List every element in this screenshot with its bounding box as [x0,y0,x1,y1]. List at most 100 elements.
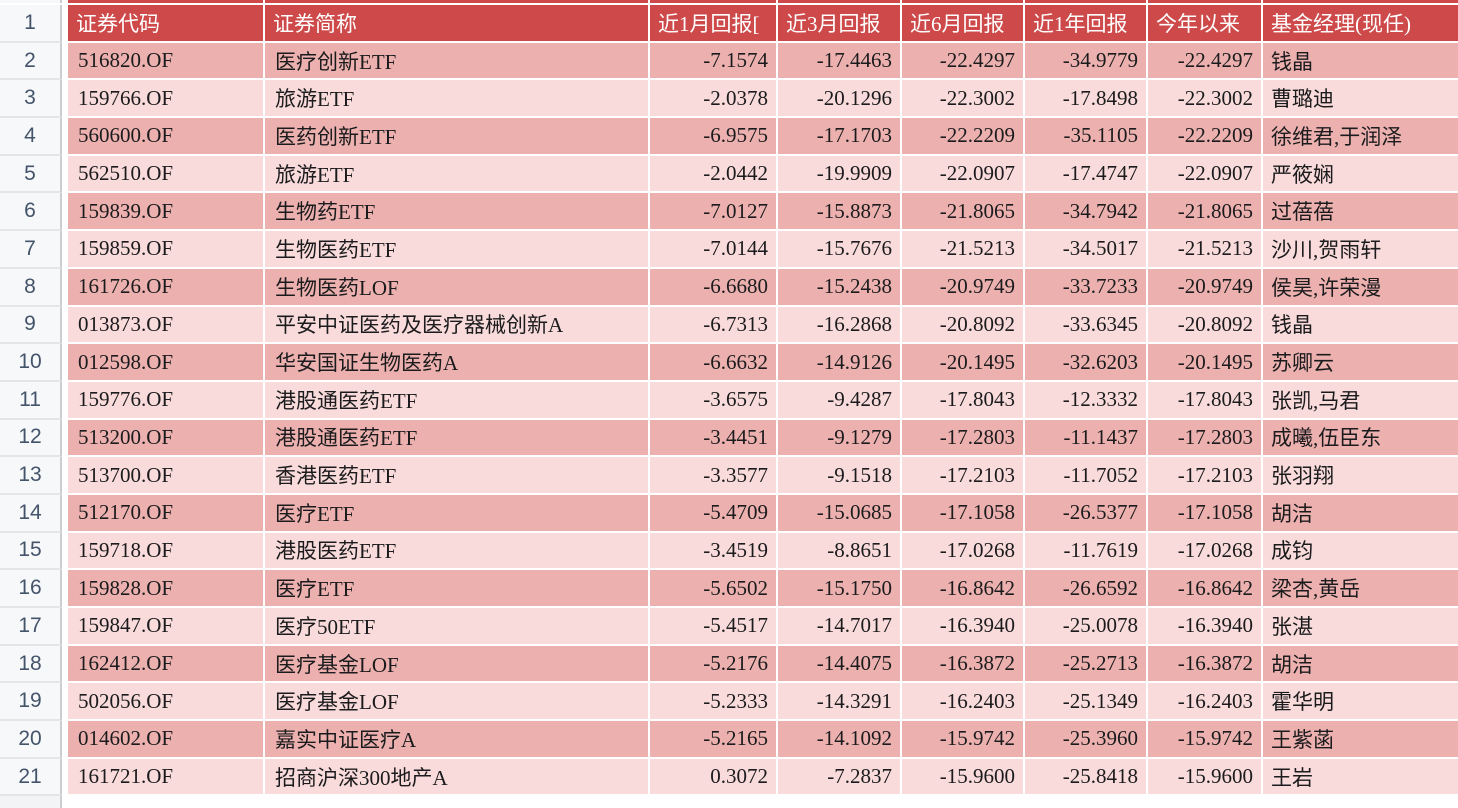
cell-return-3m[interactable]: -15.0685 [778,494,902,533]
header-cell-6m[interactable]: 近6月回报 [902,5,1025,43]
cell-name[interactable]: 生物医药ETF [265,231,650,269]
row-number[interactable]: 5 [0,155,62,194]
header-cell-name[interactable]: 证券简称 [265,5,650,43]
cell-return-6m[interactable]: -16.8642 [902,570,1025,608]
cell-return-ytd[interactable]: -17.1058 [1148,494,1263,533]
cell-return-3m[interactable]: -9.4287 [778,381,902,420]
cell-return-ytd[interactable]: -15.9742 [1148,721,1263,759]
cell-return-1m[interactable]: -3.4519 [650,532,778,571]
cell-code[interactable]: 161721.OF [68,758,265,797]
cell-return-ytd[interactable]: -17.0268 [1148,532,1263,571]
cell-return-6m[interactable]: -17.2103 [902,457,1025,495]
cell-return-1m[interactable]: -7.1574 [650,42,778,81]
cell-code[interactable]: 162412.OF [68,645,265,684]
cell-return-ytd[interactable]: -15.9600 [1148,758,1263,797]
cell-return-1y[interactable]: -11.1437 [1025,419,1148,458]
cell-return-6m[interactable]: -21.8065 [902,193,1025,232]
cell-return-3m[interactable]: -15.8873 [778,193,902,232]
cell-return-3m[interactable]: -14.3291 [778,683,902,722]
cell-return-6m[interactable]: -20.1495 [902,344,1025,382]
cell-code[interactable]: 014602.OF [68,721,265,759]
cell-return-1y[interactable]: -26.6592 [1025,570,1148,608]
cell-return-3m[interactable]: -9.1518 [778,457,902,495]
cell-return-3m[interactable]: -15.7676 [778,231,902,269]
cell-return-ytd[interactable]: -22.3002 [1148,80,1263,119]
cell-return-ytd[interactable]: -16.3940 [1148,608,1263,646]
cell-return-1m[interactable]: -5.6502 [650,570,778,608]
header-cell-code[interactable]: 证券代码 [68,5,265,43]
row-number[interactable]: 7 [0,231,62,269]
cell-return-1y[interactable]: -17.8498 [1025,80,1148,119]
cell-return-3m[interactable]: -14.7017 [778,608,902,646]
cell-manager[interactable]: 梁杏,黄岳 [1263,570,1458,608]
cell-return-1y[interactable]: -11.7052 [1025,457,1148,495]
cell-return-6m[interactable]: -17.8043 [902,381,1025,420]
cell-return-3m[interactable]: -9.1279 [778,419,902,458]
cell-return-1m[interactable]: -3.4451 [650,419,778,458]
cell-return-ytd[interactable]: -21.8065 [1148,193,1263,232]
cell-return-6m[interactable]: -15.9600 [902,758,1025,797]
cell-return-3m[interactable]: -16.2868 [778,306,902,345]
cell-manager[interactable]: 徐维君,于润泽 [1263,118,1458,156]
cell-return-1y[interactable]: -34.5017 [1025,231,1148,269]
cell-manager[interactable]: 钱晶 [1263,42,1458,81]
cell-return-6m[interactable]: -20.8092 [902,306,1025,345]
cell-return-ytd[interactable]: -22.0907 [1148,155,1263,194]
cell-return-1m[interactable]: -5.2165 [650,721,778,759]
cell-return-6m[interactable]: -17.0268 [902,532,1025,571]
cell-name[interactable]: 旅游ETF [265,155,650,194]
cell-manager[interactable]: 成钧 [1263,532,1458,571]
cell-return-3m[interactable]: -17.1703 [778,118,902,156]
cell-return-1y[interactable]: -32.6203 [1025,344,1148,382]
cell-name[interactable]: 平安中证医药及医疗器械创新A [265,306,650,345]
cell-return-1y[interactable]: -34.7942 [1025,193,1148,232]
cell-return-1y[interactable]: -25.0078 [1025,608,1148,646]
cell-return-6m[interactable]: -15.9742 [902,721,1025,759]
cell-return-1y[interactable]: -17.4747 [1025,155,1148,194]
cell-name[interactable]: 生物药ETF [265,193,650,232]
cell-code[interactable]: 159718.OF [68,532,265,571]
cell-manager[interactable]: 霍华明 [1263,683,1458,722]
cell-name[interactable]: 招商沪深300地产A [265,758,650,797]
row-number[interactable]: 8 [0,268,62,307]
cell-return-3m[interactable]: -20.1296 [778,80,902,119]
cell-return-1y[interactable]: -33.6345 [1025,306,1148,345]
cell-code[interactable]: 013873.OF [68,306,265,345]
cell-manager[interactable]: 张湛 [1263,608,1458,646]
cell-return-1y[interactable]: -25.2713 [1025,645,1148,684]
cell-name[interactable]: 医疗基金LOF [265,683,650,722]
cell-code[interactable]: 159766.OF [68,80,265,119]
cell-code[interactable]: 159776.OF [68,381,265,420]
cell-code[interactable]: 161726.OF [68,268,265,307]
cell-return-1m[interactable]: -5.4709 [650,494,778,533]
cell-manager[interactable]: 胡洁 [1263,494,1458,533]
cell-return-6m[interactable]: -22.2209 [902,118,1025,156]
cell-manager[interactable]: 苏卿云 [1263,344,1458,382]
cell-return-1m[interactable]: -5.4517 [650,608,778,646]
cell-return-1y[interactable]: -25.3960 [1025,721,1148,759]
row-number[interactable]: 6 [0,193,62,232]
cell-return-1m[interactable]: -7.0127 [650,193,778,232]
cell-return-6m[interactable]: -16.3940 [902,608,1025,646]
cell-return-ytd[interactable]: -16.8642 [1148,570,1263,608]
cell-return-3m[interactable]: -15.2438 [778,268,902,307]
cell-manager[interactable]: 钱晶 [1263,306,1458,345]
cell-name[interactable]: 医疗ETF [265,494,650,533]
row-number[interactable]: 4 [0,118,62,156]
cell-return-1y[interactable]: -34.9779 [1025,42,1148,81]
cell-return-ytd[interactable]: -17.8043 [1148,381,1263,420]
cell-return-3m[interactable]: -7.2837 [778,758,902,797]
cell-manager[interactable]: 过蓓蓓 [1263,193,1458,232]
row-number[interactable]: 14 [0,494,62,533]
cell-code[interactable]: 159828.OF [68,570,265,608]
cell-return-1m[interactable]: -2.0442 [650,155,778,194]
row-number[interactable]: 10 [0,344,62,382]
cell-code[interactable]: 516820.OF [68,42,265,81]
cell-return-3m[interactable]: -19.9909 [778,155,902,194]
cell-return-6m[interactable]: -21.5213 [902,231,1025,269]
cell-return-1m[interactable]: -6.7313 [650,306,778,345]
cell-name[interactable]: 医疗创新ETF [265,42,650,81]
cell-return-ytd[interactable]: -21.5213 [1148,231,1263,269]
row-number[interactable]: 2 [0,42,62,81]
cell-return-1m[interactable]: -7.0144 [650,231,778,269]
